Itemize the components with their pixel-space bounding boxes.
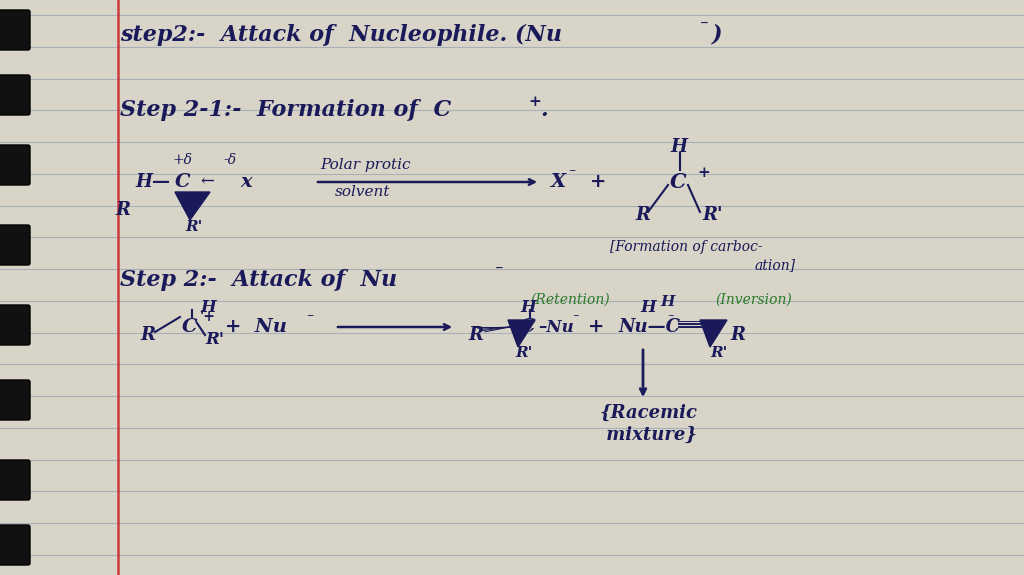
Text: +δ: +δ: [173, 153, 193, 167]
Text: solvent: solvent: [335, 185, 390, 199]
Text: R': R': [515, 346, 532, 360]
Text: ⁻: ⁻: [495, 263, 504, 281]
Polygon shape: [700, 320, 727, 347]
Text: X: X: [550, 173, 565, 191]
Text: ): ): [712, 24, 723, 46]
FancyBboxPatch shape: [0, 525, 30, 565]
Text: ←: ←: [200, 174, 214, 190]
Text: H: H: [640, 298, 655, 316]
Polygon shape: [175, 192, 210, 220]
Text: [Formation of carboc-: [Formation of carboc-: [610, 240, 763, 254]
FancyBboxPatch shape: [0, 460, 30, 500]
FancyBboxPatch shape: [0, 305, 30, 345]
Text: Nu—C: Nu—C: [618, 318, 680, 336]
Text: H—: H—: [135, 173, 170, 191]
Text: ⁻: ⁻: [568, 167, 575, 181]
Text: R': R': [702, 206, 723, 224]
Text: '+: '+: [200, 310, 216, 324]
Text: ⁻: ⁻: [306, 312, 313, 326]
Text: +: +: [528, 95, 541, 109]
Text: ⁻: ⁻: [572, 312, 579, 325]
Text: mixture}: mixture}: [600, 426, 697, 444]
Text: +: +: [590, 173, 606, 191]
Text: Step 2:-  Attack of  Nu: Step 2:- Attack of Nu: [120, 269, 397, 291]
Text: +  Nu: + Nu: [225, 318, 287, 336]
Text: H: H: [660, 295, 675, 309]
Text: R: R: [140, 326, 155, 344]
Text: –Nu: –Nu: [538, 319, 573, 335]
Text: R: R: [115, 201, 130, 219]
Text: ation]: ation]: [755, 258, 796, 272]
Text: R: R: [635, 206, 650, 224]
Text: .: .: [540, 99, 548, 121]
Text: R': R': [185, 220, 203, 234]
Text: H: H: [200, 298, 216, 316]
FancyBboxPatch shape: [0, 145, 30, 185]
Text: Step 2-1:-  Formation of  C: Step 2-1:- Formation of C: [120, 99, 452, 121]
Text: R': R': [205, 331, 224, 347]
Text: -δ: -δ: [223, 153, 237, 167]
FancyBboxPatch shape: [0, 75, 30, 115]
Text: +: +: [697, 166, 710, 180]
Text: H: H: [670, 138, 687, 156]
FancyBboxPatch shape: [0, 10, 30, 50]
Text: ⁻: ⁻: [700, 18, 709, 36]
FancyBboxPatch shape: [0, 380, 30, 420]
Text: R': R': [710, 346, 727, 360]
Polygon shape: [508, 320, 535, 347]
Text: H: H: [520, 298, 536, 316]
Text: C: C: [182, 318, 198, 336]
Text: +: +: [588, 318, 604, 336]
Text: x: x: [240, 173, 252, 191]
Text: R: R: [468, 326, 483, 344]
Text: ⁻: ⁻: [667, 312, 674, 325]
Text: step2:-  Attack of  Nucleophile. (Nu: step2:- Attack of Nucleophile. (Nu: [120, 24, 562, 46]
Text: Polar protic: Polar protic: [319, 158, 411, 172]
Text: C: C: [670, 172, 687, 192]
Text: {Racemic: {Racemic: [600, 404, 698, 422]
Text: (Retention): (Retention): [530, 293, 609, 307]
Text: (Inversion): (Inversion): [715, 293, 792, 307]
Text: R: R: [730, 326, 745, 344]
Text: C: C: [175, 173, 190, 191]
FancyBboxPatch shape: [0, 225, 30, 265]
Text: C: C: [520, 318, 536, 336]
